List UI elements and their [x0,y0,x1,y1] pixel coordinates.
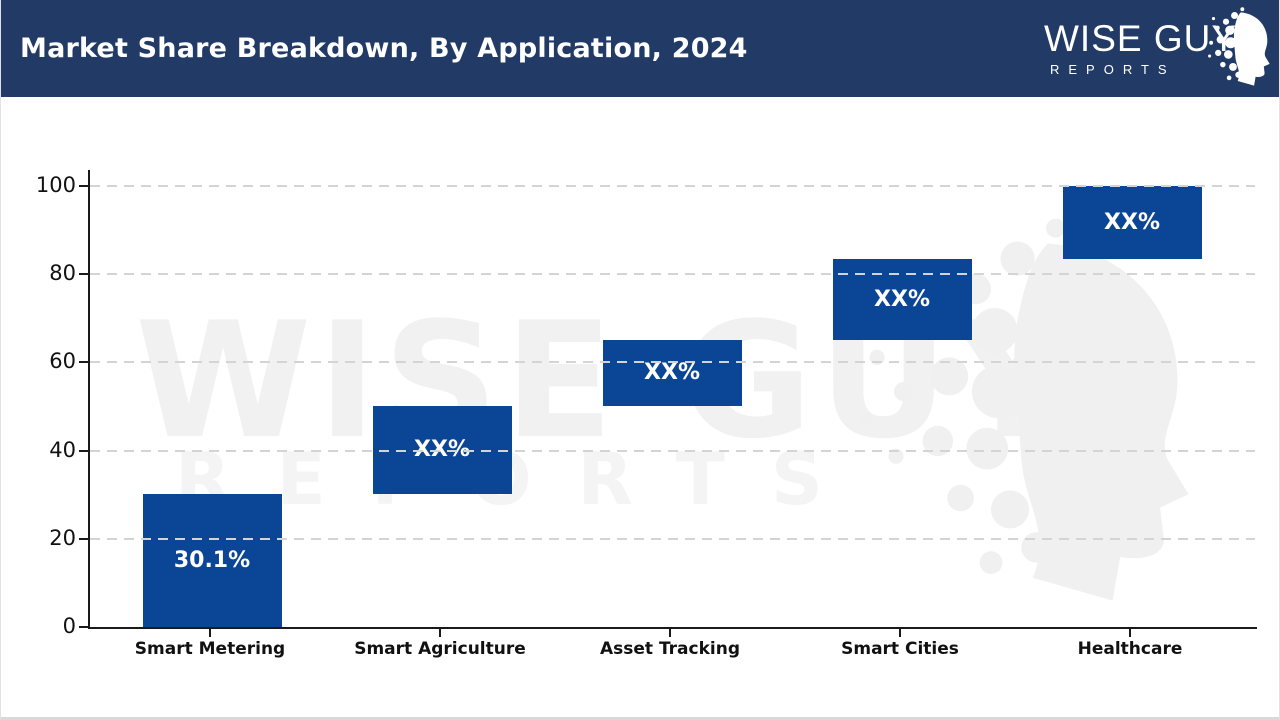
bar-smart-metering: 30.1% [142,494,282,627]
bar-value-label: 30.1% [173,548,251,574]
bar-asset-tracking: XX% [602,339,742,406]
x-category-label-smart-metering: Smart Metering [134,639,286,659]
y-tick-label-80: 80 [49,261,76,286]
wise-guy-reports-logo: WISE GUY REPORTS [1016,4,1272,94]
bar-value-label: XX% [874,287,930,313]
y-tick-mark-100 [79,185,88,187]
y-tick-mark-60 [79,361,88,364]
y-tick-label-100: 100 [35,173,76,197]
y-tick-label-20: 20 [49,525,76,550]
x-category-label-healthcare: Healthcare [1077,639,1183,659]
y-tick-label-0: 0 [62,614,76,638]
x-category-label-asset-tracking: Asset Tracking [599,639,741,659]
y-tick-mark-80 [79,273,88,276]
header-bar: Market Share Breakdown, By Application, … [0,0,1280,97]
bar-value-label: XX% [1104,210,1160,236]
y-tick-label-40: 40 [49,437,76,462]
x-tick-mark [1129,629,1131,637]
plot-area: 30.1% XX% XX% XX% XX% [88,170,1257,629]
y-tick-mark-20 [79,537,88,540]
x-tick-mark [899,629,901,637]
x-tick-mark [209,629,211,637]
y-tick-mark-40 [79,449,88,452]
chart-title: Market Share Breakdown, By Application, … [20,33,748,64]
bar-value-label: XX% [644,360,700,386]
x-tick-mark [439,629,441,637]
bar-smart-cities: XX% [832,259,972,340]
gridline-40 [90,449,1255,452]
x-category-label-smart-agriculture: Smart Agriculture [354,639,526,659]
y-tick-mark-0 [79,626,88,628]
y-tick-label-60: 60 [49,349,76,374]
gridline-20 [90,537,1255,540]
gridline-100 [90,185,1255,187]
logo-subtitle: REPORTS [1050,62,1176,77]
x-tick-mark [669,629,671,637]
logo-wordmark: WISE GUY [1044,18,1238,59]
gridline-60 [90,361,1255,364]
x-category-label-smart-cities: Smart Cities [841,639,959,659]
gridline-80 [90,273,1255,276]
head-profile-icon [1202,7,1270,86]
bar-healthcare: XX% [1062,186,1202,260]
